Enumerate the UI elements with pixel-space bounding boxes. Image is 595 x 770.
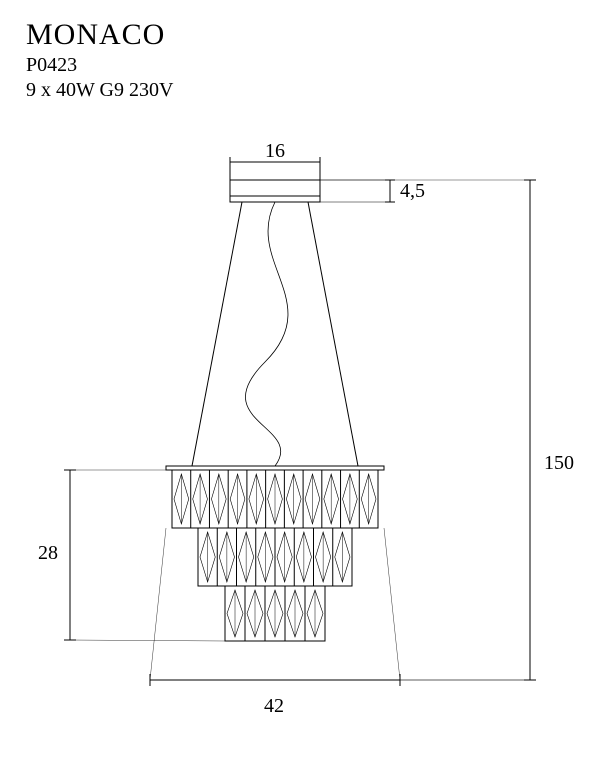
dim-canopy-height: 4,5 [400, 180, 425, 203]
product-spec: 9 x 40W G9 230V [26, 79, 173, 102]
dim-canopy-width: 16 [265, 140, 285, 163]
header-block: MONACO P0423 9 x 40W G9 230V [26, 18, 173, 102]
dim-body-width: 42 [264, 695, 284, 718]
product-title: MONACO [26, 18, 173, 52]
dim-total-height: 150 [544, 452, 574, 475]
product-model: P0423 [26, 54, 173, 77]
dim-body-height: 28 [38, 542, 58, 565]
diagram-svg [0, 140, 595, 760]
technical-diagram: 16 4,5 150 28 42 [0, 140, 595, 760]
